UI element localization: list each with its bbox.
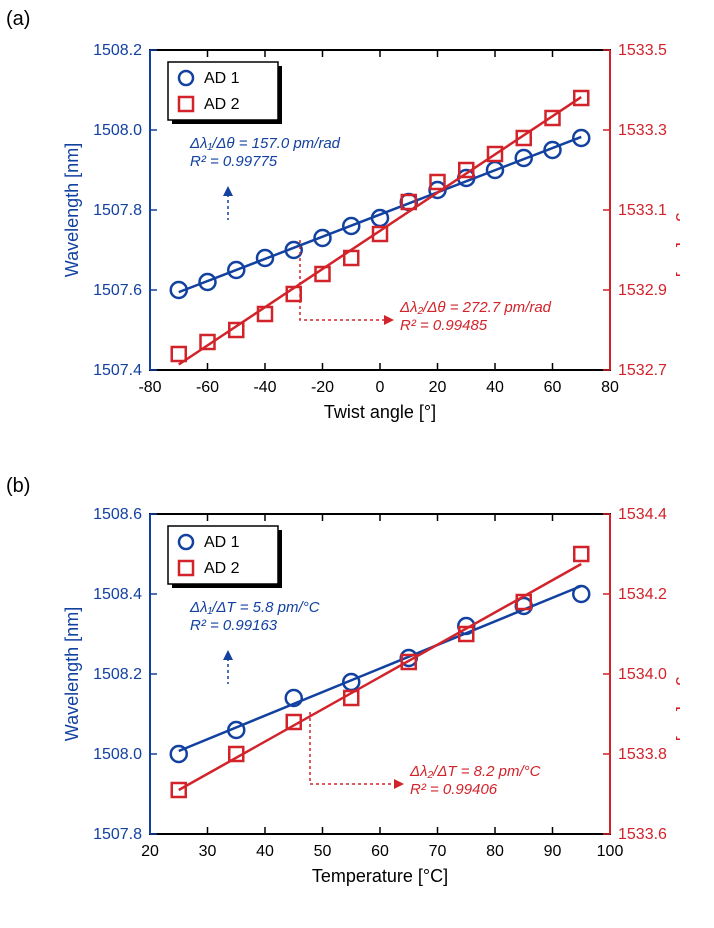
svg-text:Wavelength [nm]: Wavelength [nm] (676, 143, 680, 277)
svg-text:1533.3: 1533.3 (618, 122, 667, 139)
svg-text:Twist angle [°]: Twist angle [°] (324, 402, 436, 422)
svg-text:1533.1: 1533.1 (618, 202, 667, 219)
svg-text:100: 100 (597, 843, 624, 860)
svg-text:AD 1: AD 1 (204, 534, 240, 551)
svg-text:R² = 0.99485: R² = 0.99485 (400, 317, 488, 334)
svg-text:0: 0 (376, 379, 385, 396)
panel-b-label: (b) (6, 475, 30, 498)
svg-text:Wavelength [nm]: Wavelength [nm] (62, 143, 82, 277)
svg-text:1534.2: 1534.2 (618, 586, 667, 603)
svg-text:R² = 0.99163: R² = 0.99163 (190, 617, 278, 634)
svg-text:1507.8: 1507.8 (93, 202, 142, 219)
svg-text:1507.8: 1507.8 (93, 826, 142, 843)
svg-text:1508.2: 1508.2 (93, 666, 142, 683)
svg-text:1533.5: 1533.5 (618, 42, 667, 59)
panel-a-label: (a) (6, 8, 30, 31)
svg-text:R² = 0.99406: R² = 0.99406 (410, 781, 498, 798)
svg-text:20: 20 (429, 379, 447, 396)
svg-text:Wavelength [nm]: Wavelength [nm] (62, 607, 82, 741)
svg-text:-80: -80 (138, 379, 161, 396)
svg-text:1533.6: 1533.6 (618, 826, 667, 843)
svg-text:R² = 0.99775: R² = 0.99775 (190, 153, 278, 170)
svg-text:1533.8: 1533.8 (618, 746, 667, 763)
svg-text:1534.0: 1534.0 (618, 666, 667, 683)
svg-text:30: 30 (199, 843, 217, 860)
page: (a) -80 -60 -40 -20 0 20 40 60 80 Twist angle [°]… (0, 0, 714, 928)
svg-text:1507.6: 1507.6 (93, 282, 142, 299)
svg-text:1532.7: 1532.7 (618, 362, 667, 379)
svg-text:1534.4: 1534.4 (618, 506, 667, 523)
svg-text:20: 20 (141, 843, 159, 860)
svg-text:1508.0: 1508.0 (93, 122, 142, 139)
svg-text:60: 60 (371, 843, 389, 860)
svg-text:AD 1: AD 1 (204, 70, 240, 87)
svg-text:Δλ₁/Δθ = 157.0 pm/rad: Δλ₁/Δθ = 157.0 pm/rad (189, 135, 341, 152)
svg-text:80: 80 (601, 379, 619, 396)
svg-text:70: 70 (429, 843, 447, 860)
svg-text:AD 2: AD 2 (204, 96, 240, 113)
svg-text:1508.2: 1508.2 (93, 42, 142, 59)
svg-text:-60: -60 (196, 379, 219, 396)
svg-text:1508.0: 1508.0 (93, 746, 142, 763)
svg-text:50: 50 (314, 843, 332, 860)
svg-text:Temperature [°C]: Temperature [°C] (312, 866, 448, 886)
svg-text:1508.4: 1508.4 (93, 586, 142, 603)
svg-text:Δλ₂/ΔT = 8.2 pm/°C: Δλ₂/ΔT = 8.2 pm/°C (409, 763, 541, 780)
svg-text:AD 2: AD 2 (204, 560, 240, 577)
svg-text:80: 80 (486, 843, 504, 860)
chart-b: 20 30 40 50 60 70 80 90 100 Temperature [°C] 1507.… (40, 484, 680, 924)
svg-text:-20: -20 (311, 379, 334, 396)
svg-text:60: 60 (544, 379, 562, 396)
chart-a: -80 -60 -40 -20 0 20 40 60 80 Twist angle [°] 1507… (40, 20, 680, 460)
svg-text:40: 40 (486, 379, 504, 396)
svg-text:-40: -40 (253, 379, 276, 396)
svg-text:Wavelength [nm]: Wavelength [nm] (676, 607, 680, 741)
svg-text:90: 90 (544, 843, 562, 860)
svg-text:Δλ₂/Δθ = 272.7 pm/rad: Δλ₂/Δθ = 272.7 pm/rad (399, 299, 552, 316)
svg-text:1532.9: 1532.9 (618, 282, 667, 299)
svg-text:1508.6: 1508.6 (93, 506, 142, 523)
svg-text:Δλ₁/ΔT = 5.8 pm/°C: Δλ₁/ΔT = 5.8 pm/°C (189, 599, 320, 616)
svg-text:1507.4: 1507.4 (93, 362, 142, 379)
svg-text:40: 40 (256, 843, 274, 860)
